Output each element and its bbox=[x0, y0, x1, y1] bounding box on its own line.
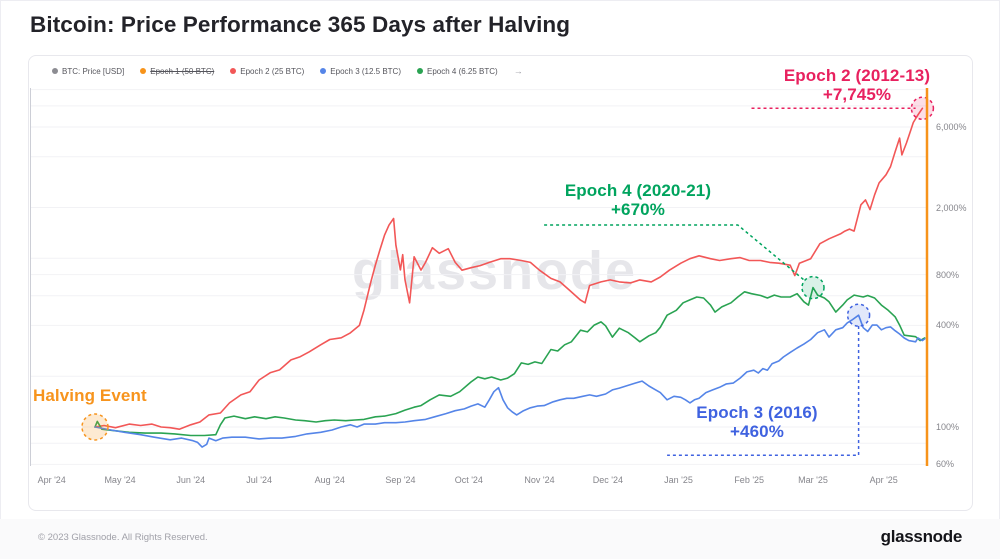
x-tick-label: Jul '24 bbox=[246, 475, 272, 485]
x-tick-label: Apr '25 bbox=[869, 475, 898, 485]
legend-item-epoch-3-12-5-btc-[interactable]: Epoch 3 (12.5 BTC) bbox=[320, 67, 401, 76]
legend-item-label: Epoch 4 (6.25 BTC) bbox=[427, 66, 498, 76]
epoch3-annotation: Epoch 3 (2016) +460% bbox=[657, 403, 857, 441]
x-tick-label: Oct '24 bbox=[454, 475, 483, 485]
legend-item-epoch-2-25-btc-[interactable]: Epoch 2 (25 BTC) bbox=[230, 67, 304, 76]
x-tick-label: Jun '24 bbox=[176, 475, 206, 485]
y-tick-label: 60% bbox=[936, 459, 955, 470]
legend-dot-icon bbox=[140, 68, 147, 74]
x-tick-label: Apr '24 bbox=[37, 475, 66, 485]
epoch2-annotation-value: +7,745% bbox=[822, 85, 892, 104]
y-tick-label: 2,000% bbox=[936, 202, 967, 213]
footer-bar: © 2023 Glassnode. All Rights Reserved. g… bbox=[0, 519, 1000, 559]
epoch3-annotation-title: Epoch 3 (2016) bbox=[696, 403, 818, 422]
glassnode-watermark: glassnode bbox=[352, 241, 638, 301]
halving-event-label: Halving Event bbox=[33, 386, 147, 405]
chart-legend: BTC: Price [USD] Epoch 1 (50 BTC) Epoch 2 … bbox=[52, 66, 523, 76]
halving-event-annotation: Halving Event bbox=[33, 386, 147, 405]
x-tick-label: May '24 bbox=[104, 475, 136, 485]
legend-item-epoch-4-6-25-btc-[interactable]: Epoch 4 (6.25 BTC) bbox=[417, 67, 498, 76]
epoch4-annotation-title: Epoch 4 (2020-21) bbox=[564, 181, 712, 200]
x-tick-label: Mar '25 bbox=[798, 475, 828, 485]
legend-item-label: BTC: Price [USD] bbox=[62, 66, 125, 76]
legend-dot-icon bbox=[52, 68, 58, 74]
epoch2-annotation-title: Epoch 2 (2012-13) bbox=[783, 66, 931, 85]
x-tick-label: Nov '24 bbox=[524, 475, 555, 485]
legend-item-epoch-1-50-btc-[interactable]: Epoch 1 (50 BTC) bbox=[140, 67, 214, 76]
legend-item-btc-price-usd-[interactable]: BTC: Price [USD] bbox=[52, 67, 124, 76]
y-tick-label: 6,000% bbox=[936, 122, 967, 133]
y-tick-label: 400% bbox=[936, 320, 960, 331]
epoch4-annotation-value: +670% bbox=[611, 200, 665, 219]
epoch2-annotation: Epoch 2 (2012-13) +7,745% bbox=[752, 66, 962, 104]
y-tick-label: 100% bbox=[936, 422, 960, 432]
epoch4-annotation: Epoch 4 (2020-21) +670% bbox=[538, 181, 738, 219]
x-tick-label: Dec '24 bbox=[592, 475, 623, 485]
x-tick-label: Aug '24 bbox=[314, 475, 345, 485]
x-tick-label: Feb '25 bbox=[734, 475, 765, 485]
legend-dot-icon bbox=[320, 68, 327, 74]
legend-item-label: Epoch 3 (12.5 BTC) bbox=[330, 66, 401, 76]
legend-item-label: Epoch 1 (50 BTC) bbox=[150, 66, 215, 76]
legend-more-arrow-icon[interactable]: → bbox=[513, 66, 523, 76]
y-tick-label: 800% bbox=[936, 269, 960, 280]
glassnode-logo: glassnode bbox=[880, 527, 963, 546]
legend-dot-icon bbox=[230, 68, 237, 74]
x-tick-label: Jan '25 bbox=[664, 475, 693, 485]
legend-dot-icon bbox=[417, 68, 423, 74]
x-tick-label: Sep '24 bbox=[385, 475, 416, 485]
epoch3-annotation-value: +460% bbox=[730, 422, 784, 441]
legend-item-label: Epoch 2 (25 BTC) bbox=[240, 66, 305, 76]
copyright-text: © 2023 Glassnode. All Rights Reserved. bbox=[38, 532, 208, 543]
page-title: Bitcoin: Price Performance 365 Days afte… bbox=[30, 12, 571, 37]
